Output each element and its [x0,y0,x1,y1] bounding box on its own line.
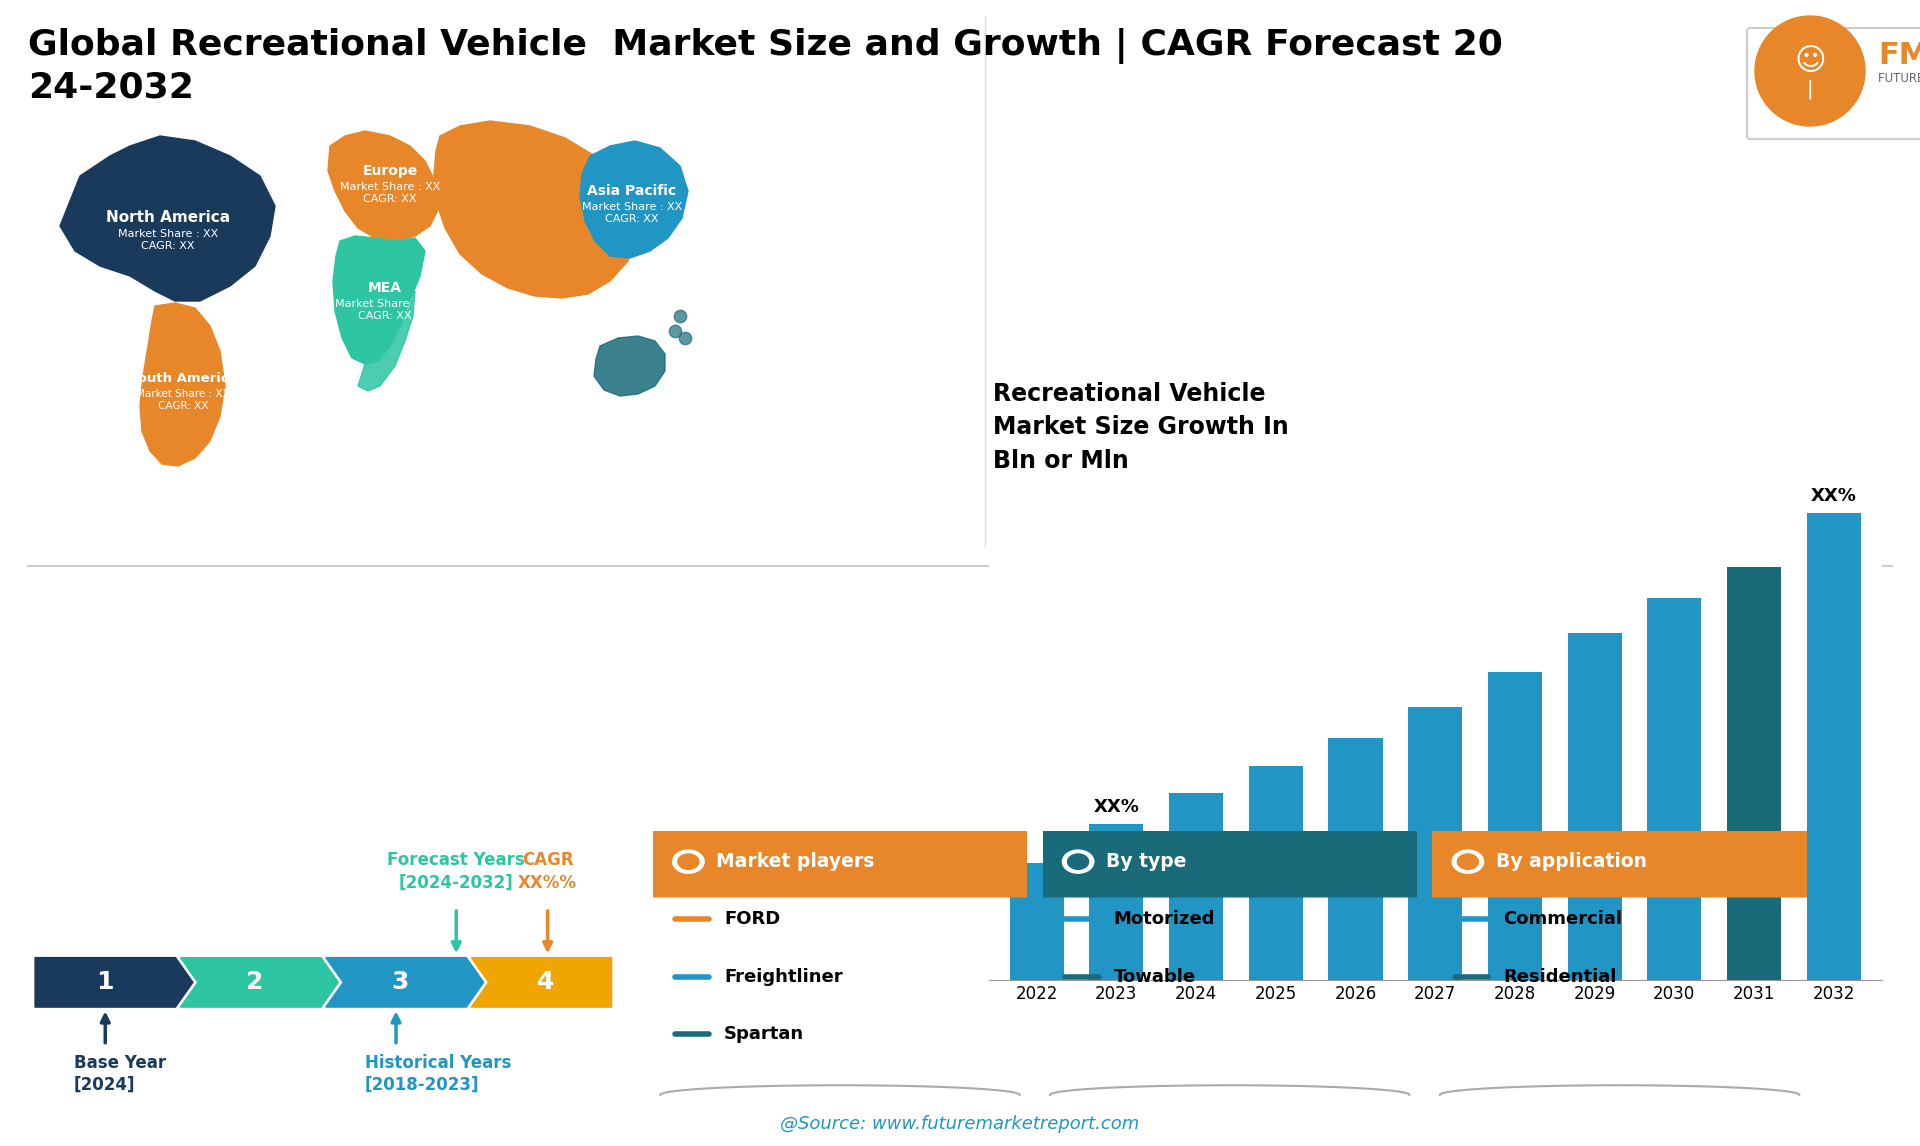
Bar [1089,824,1144,980]
Text: Residential: Residential [1503,967,1617,986]
Text: Asia Pacific: Asia Pacific [588,185,676,198]
Polygon shape [180,958,338,1007]
Circle shape [1068,854,1089,870]
Text: 2: 2 [246,971,263,995]
Bar [1488,673,1542,980]
Polygon shape [434,121,637,298]
Polygon shape [357,291,415,391]
Bar [1647,598,1701,980]
Text: Spartan: Spartan [724,1026,804,1043]
Text: Market players: Market players [716,853,876,871]
Text: Market Share : XX
CAGR: XX: Market Share : XX CAGR: XX [136,388,230,411]
Bar [1169,793,1223,980]
Point [664,307,695,325]
Bar [1807,512,1860,980]
Text: @Source: www.futuremarketreport.com: @Source: www.futuremarketreport.com [780,1115,1140,1133]
Text: FUTURE MARKET REPORT: FUTURE MARKET REPORT [1878,72,1920,86]
Circle shape [678,854,699,870]
Text: 3: 3 [392,971,409,995]
Text: Commercial: Commercial [1503,910,1622,928]
Polygon shape [580,141,687,258]
Text: Historical Years
[2018-2023]: Historical Years [2018-2023] [365,1054,511,1094]
Bar [1248,766,1304,980]
FancyBboxPatch shape [1427,829,1812,897]
Bar [1329,738,1382,980]
Text: South America: South America [129,371,238,385]
Bar [1407,707,1463,980]
Polygon shape [60,136,275,301]
Text: Recreational Vehicle
Market Size Growth In
Bln or Mln: Recreational Vehicle Market Size Growth … [993,382,1288,473]
Text: Towable: Towable [1114,967,1196,986]
Circle shape [672,850,705,873]
Polygon shape [332,236,424,364]
Bar [1726,567,1782,980]
Circle shape [1755,16,1864,126]
Text: Market Share : XX
CAGR: XX: Market Share : XX CAGR: XX [582,202,682,225]
Circle shape [1457,854,1478,870]
Text: FORD: FORD [724,910,780,928]
FancyBboxPatch shape [1037,829,1423,897]
Text: Europe: Europe [363,164,419,178]
Polygon shape [326,958,484,1007]
Text: Market Share : XX
CAGR: XX: Market Share : XX CAGR: XX [340,182,440,204]
Polygon shape [328,131,440,241]
Point [670,329,701,347]
Text: ☺: ☺ [1793,47,1826,76]
Polygon shape [140,303,225,466]
Text: XX%: XX% [1092,799,1139,816]
FancyBboxPatch shape [647,829,1033,897]
Text: Market Share : XX
CAGR: XX: Market Share : XX CAGR: XX [334,299,436,321]
Text: Global Recreational Vehicle  Market Size and Growth | CAGR Forecast 20
24-2032: Global Recreational Vehicle Market Size … [29,28,1503,104]
Text: MEA: MEA [369,281,401,295]
Text: Forecast Years
[2024-2032]: Forecast Years [2024-2032] [388,851,524,892]
Point [660,322,691,340]
Circle shape [1062,850,1094,873]
Text: |: | [1807,79,1812,99]
Text: By application: By application [1496,853,1647,871]
Text: 1: 1 [96,971,113,995]
Text: 4: 4 [538,971,555,995]
Text: Motorized: Motorized [1114,910,1215,928]
Text: By type: By type [1106,853,1187,871]
Text: Freightliner: Freightliner [724,967,843,986]
Text: Base Year
[2024]: Base Year [2024] [75,1054,167,1094]
Text: North America: North America [106,211,230,226]
Text: Market Share : XX
CAGR: XX: Market Share : XX CAGR: XX [117,229,219,251]
Bar [1567,634,1622,980]
Text: CAGR
XX%%: CAGR XX%% [518,851,578,892]
Circle shape [1452,850,1484,873]
Polygon shape [593,336,664,397]
Text: XX%: XX% [1811,487,1857,505]
Text: FMR: FMR [1878,40,1920,70]
Bar [1010,863,1064,980]
Polygon shape [470,958,612,1007]
Polygon shape [35,958,192,1007]
